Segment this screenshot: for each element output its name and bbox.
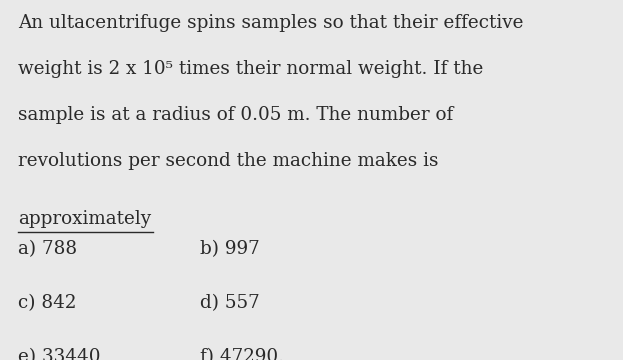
Text: An ultacentrifuge spins samples so that their effective: An ultacentrifuge spins samples so that …: [18, 14, 523, 32]
Text: f) 47290.: f) 47290.: [200, 348, 284, 360]
Text: d) 557: d) 557: [200, 294, 260, 312]
Text: weight is 2 x 10⁵ times their normal weight. If the: weight is 2 x 10⁵ times their normal wei…: [18, 60, 483, 78]
Text: c) 842: c) 842: [18, 294, 77, 312]
Text: revolutions per second the machine makes is: revolutions per second the machine makes…: [18, 152, 439, 170]
Text: approximately: approximately: [18, 210, 151, 228]
Text: sample is at a radius of 0.05 m. The number of: sample is at a radius of 0.05 m. The num…: [18, 106, 454, 124]
Text: a) 788: a) 788: [18, 240, 77, 258]
Text: e) 33440: e) 33440: [18, 348, 100, 360]
Text: b) 997: b) 997: [200, 240, 260, 258]
